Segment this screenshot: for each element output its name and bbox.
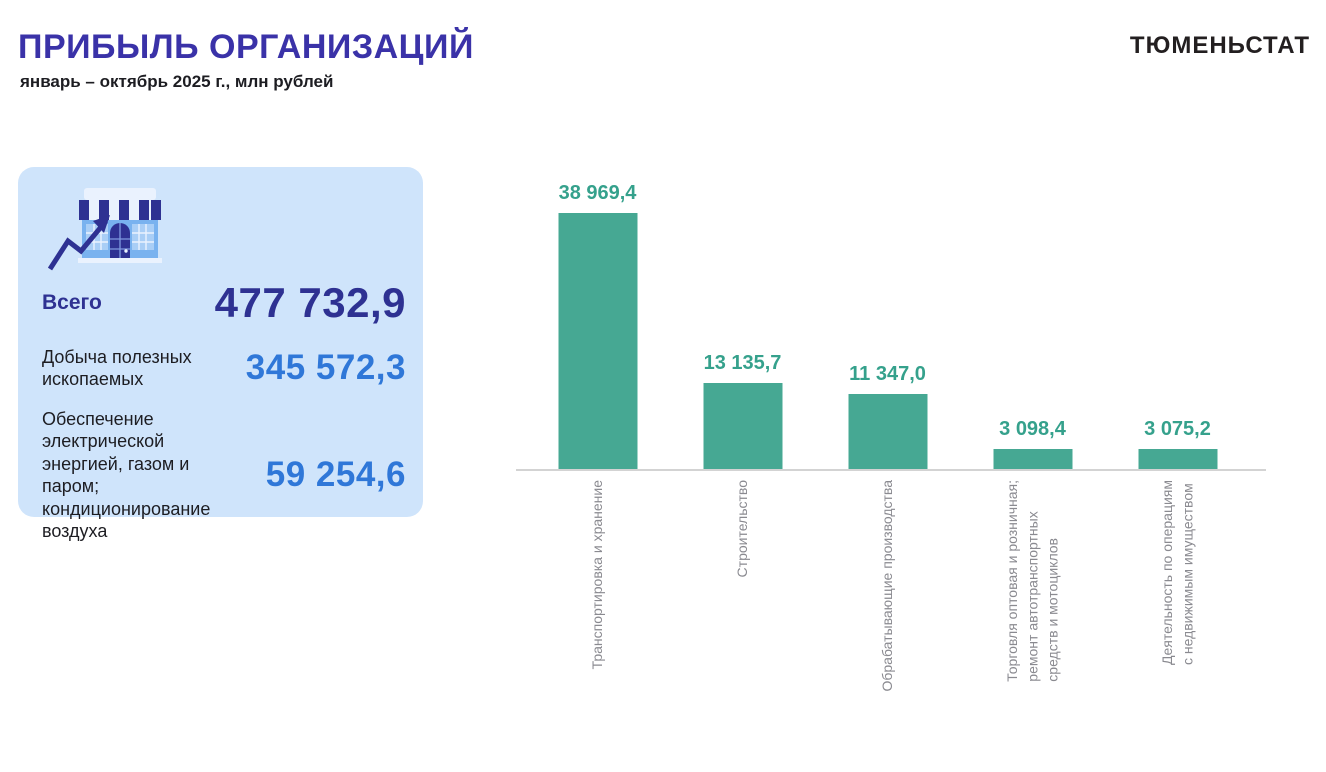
summary-card: Всего 477 732,9 Добыча полезных ископаем… — [18, 167, 423, 541]
category-label-line: средств и мотоциклов — [1044, 538, 1061, 682]
summary-rows: Всего 477 732,9 Добыча полезных ископаем… — [18, 275, 423, 545]
page-title: ПРИБЫЛЬ ОРГАНИЗАЦИЙ — [18, 28, 474, 66]
bar-value-label: 13 135,7 — [703, 352, 782, 374]
brand-logo-text: ТЮМЕНЬСТАТ — [1129, 32, 1310, 59]
bar-value-label: 38 969,4 — [558, 182, 637, 204]
summary-row-energy: Обеспечение электрической энергией, газо… — [18, 405, 423, 545]
storefront-growth-icon — [48, 188, 162, 271]
summary-value-total: 477 732,9 — [214, 279, 406, 326]
bar[interactable] — [848, 394, 927, 469]
summary-value-mining: 345 572,3 — [245, 348, 406, 387]
bar-value-label: 3 075,2 — [1144, 418, 1211, 440]
summary-value-energy: 59 254,6 — [265, 455, 406, 494]
summary-label-mining: Добыча полезных ископаемых — [42, 346, 192, 390]
category-label-line: с недвижимым имуществом — [1179, 483, 1196, 666]
summary-label-total: Всего — [42, 290, 102, 314]
page-subtitle: январь – октябрь 2025 г., млн рублей — [20, 72, 334, 91]
category-label-line: Торговля оптовая и розничная; — [1004, 480, 1021, 682]
bar[interactable] — [703, 383, 782, 469]
bar[interactable] — [558, 213, 637, 469]
category-label-line: Строительство — [734, 480, 751, 578]
summary-label-energy: Обеспечение электрической энергией, газо… — [42, 408, 211, 542]
category-label: Обрабатывающие производства — [815, 480, 960, 692]
bar-chart: 38 969,4 13 135,7 11 347,0 3 098,4 3 075,2 Т… — [500, 150, 1310, 730]
category-label: Транспортировка и хранение — [525, 480, 670, 669]
category-label: Деятельность по операциям с недвижимым им… — [1105, 480, 1250, 665]
chart-baseline-axis — [516, 469, 1266, 471]
category-label-line: Обрабатывающие производства — [879, 480, 896, 692]
bar-value-label: 3 098,4 — [999, 418, 1066, 440]
category-label-line: Деятельность по операциям — [1159, 480, 1176, 666]
bar-value-label: 11 347,0 — [849, 363, 926, 385]
category-label: Строительство — [670, 480, 815, 577]
category-label-line: Транспортировка и хранение — [589, 480, 606, 670]
category-label-line: ремонт автотранспортных — [1024, 511, 1041, 682]
summary-row-total: Всего 477 732,9 — [18, 275, 423, 331]
category-label: Торговля оптовая и розничная; ремонт авто… — [960, 480, 1105, 682]
bar[interactable] — [1138, 449, 1217, 469]
summary-row-mining: Добыча полезных ископаемых 345 572,3 — [18, 331, 423, 405]
bar[interactable] — [993, 449, 1072, 469]
